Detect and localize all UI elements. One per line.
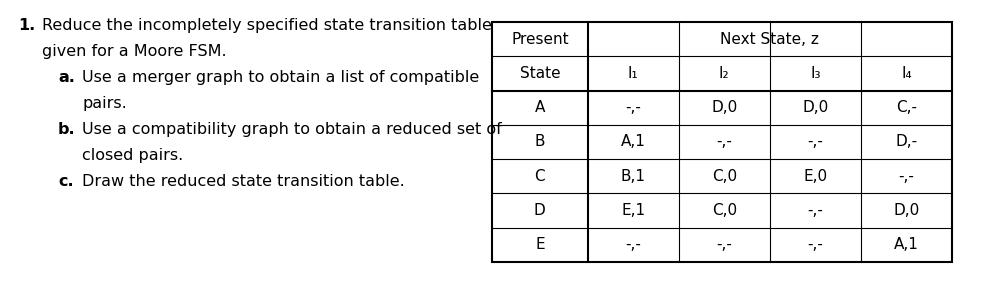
Text: A,1: A,1 [621,134,645,150]
Text: Use a merger graph to obtain a list of compatible: Use a merger graph to obtain a list of c… [82,70,480,85]
Text: I₃: I₃ [810,66,821,81]
Text: D: D [534,203,546,218]
Text: D,0: D,0 [802,100,828,115]
Text: I₁: I₁ [627,66,638,81]
Text: C,0: C,0 [712,169,737,184]
Text: -,-: -,- [808,237,823,252]
Text: C: C [535,169,545,184]
Text: I₂: I₂ [719,66,730,81]
Text: c.: c. [58,174,74,189]
Bar [492,22,952,262]
Text: -,-: -,- [808,134,823,150]
Text: A: A [535,100,545,115]
Text: -,-: -,- [625,100,641,115]
Text: E: E [535,237,545,252]
Text: -,-: -,- [716,237,732,252]
Text: closed pairs.: closed pairs. [82,148,183,163]
Text: -,-: -,- [898,169,914,184]
Text: pairs.: pairs. [82,96,127,111]
Text: E,0: E,0 [804,169,827,184]
Text: Use a compatibility graph to obtain a reduced set of: Use a compatibility graph to obtain a re… [82,122,501,137]
Text: State: State [519,66,560,81]
Text: A,1: A,1 [894,237,919,252]
Text: E,1: E,1 [622,203,645,218]
Text: I₄: I₄ [901,66,912,81]
Text: C,-: C,- [896,100,917,115]
Text: 1.: 1. [18,18,35,33]
Text: B,1: B,1 [621,169,646,184]
Text: Reduce the incompletely specified state transition table: Reduce the incompletely specified state … [42,18,492,33]
Text: Next State, z: Next State, z [720,32,820,47]
Text: D,0: D,0 [893,203,920,218]
Text: -,-: -,- [716,134,732,150]
Text: -,-: -,- [625,237,641,252]
Text: C,0: C,0 [712,203,737,218]
Text: B: B [535,134,545,150]
Text: Present: Present [511,32,568,47]
Text: D,-: D,- [895,134,917,150]
Text: -,-: -,- [808,203,823,218]
Text: Draw the reduced state transition table.: Draw the reduced state transition table. [82,174,405,189]
Text: given for a Moore FSM.: given for a Moore FSM. [42,44,227,59]
Text: b.: b. [58,122,76,137]
Text: a.: a. [58,70,75,85]
Text: D,0: D,0 [711,100,738,115]
